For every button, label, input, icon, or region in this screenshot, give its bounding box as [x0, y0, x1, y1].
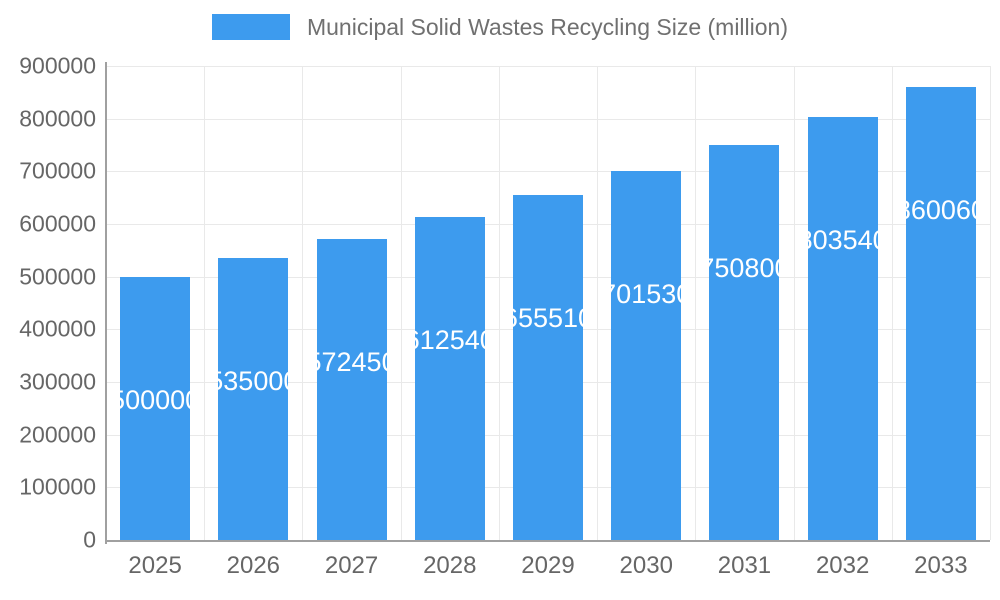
bar-slot: 750800 [695, 66, 793, 540]
bar-value-label-clip: 612540 [415, 325, 485, 355]
x-axis-tick-label: 2030 [619, 552, 673, 579]
bar[interactable]: 655510 [512, 194, 583, 540]
bar-slot: 701530 [597, 66, 695, 540]
bar-slot: 612540 [401, 66, 499, 540]
x-axis-tick-label: 2031 [717, 552, 772, 579]
bar-value-label: 750800 [709, 252, 779, 283]
bar-value-label-clip: 750800 [709, 253, 779, 283]
bar-value-label: 612540 [415, 325, 485, 356]
bar-value-label: 535000 [218, 366, 288, 397]
y-axis-tick-label: 400000 [19, 315, 96, 342]
y-axis-tick-label: 300000 [19, 368, 96, 395]
y-axis-tick-label: 900000 [19, 52, 96, 79]
x-axis-tick-label: 2033 [914, 552, 968, 579]
chart-legend: Municipal Solid Wastes Recycling Size (m… [0, 14, 1000, 40]
gridline-vertical [499, 66, 500, 540]
x-axis-line [105, 540, 990, 542]
bar-value-label-clip: 860060 [906, 195, 976, 225]
gridline-vertical [892, 66, 893, 540]
x-axis-tick-label: 2027 [324, 552, 379, 579]
bar[interactable]: 701530 [611, 170, 682, 540]
bar-series: 500000 535000 572450 612540 655510 701530 7508… [106, 66, 990, 540]
bar-value-label-clip: 803540 [808, 225, 878, 255]
legend-color-swatch [211, 14, 290, 40]
bar-slot: 860060 [892, 66, 990, 540]
bar-value-label: 701530 [611, 278, 681, 309]
bar[interactable]: 572450 [316, 238, 387, 540]
x-axis-tick-label: 2032 [815, 552, 870, 579]
gridline-vertical [597, 66, 598, 540]
gridline-horizontal [106, 66, 990, 67]
gridline-vertical [204, 66, 205, 540]
bar-value-label: 860060 [906, 195, 976, 226]
gridline-vertical [695, 66, 696, 540]
bar-value-label-clip: 655510 [513, 303, 583, 333]
x-axis-tick-label: 2029 [521, 552, 575, 579]
bar-value-label-clip: 500000 [120, 385, 190, 415]
bar-value-label-clip: 572450 [317, 347, 387, 377]
x-axis-tick-label: 2026 [226, 552, 281, 579]
legend-item[interactable]: Municipal Solid Wastes Recycling Size (m… [211, 14, 789, 40]
gridline-vertical [401, 66, 402, 540]
bar[interactable]: 612540 [414, 217, 485, 540]
y-axis-tick-label: 800000 [19, 105, 96, 132]
gridline-horizontal [106, 171, 990, 173]
bar[interactable]: 803540 [807, 116, 878, 540]
x-axis-tick-label: 2025 [128, 552, 182, 579]
gridline-vertical [990, 66, 991, 540]
y-axis-tick-label: 100000 [19, 473, 96, 500]
y-axis-ticks: 0 100000 200000 300000 400000 500000 600000 700… [0, 53, 96, 553]
bar-slot: 803540 [794, 66, 892, 540]
y-axis-tick-label: 0 [83, 526, 96, 553]
bar[interactable]: 500000 [120, 276, 191, 540]
bar[interactable]: 860060 [905, 87, 976, 540]
bar-slot: 500000 [106, 66, 204, 540]
gridline-vertical [302, 66, 303, 540]
y-axis-line [105, 62, 107, 544]
gridline-vertical [794, 66, 795, 540]
x-axis-ticks: 2025 2026 2027 2028 2029 2030 2031 2032 2033 [106, 552, 990, 592]
bar-value-label: 803540 [808, 224, 878, 255]
bar-value-label-clip: 535000 [218, 366, 288, 396]
bar-value-label: 500000 [120, 384, 190, 415]
y-axis-tick-label: 700000 [19, 157, 96, 184]
legend-label: Municipal Solid Wastes Recycling Size (m… [306, 14, 789, 40]
bar[interactable]: 535000 [218, 258, 289, 540]
bar-value-label: 655510 [513, 302, 583, 333]
x-axis-tick-label: 2028 [423, 552, 477, 579]
bar-slot: 655510 [499, 66, 597, 540]
y-axis-tick-label: 500000 [19, 263, 96, 290]
bar[interactable]: 750800 [709, 144, 780, 540]
y-axis-tick-label: 600000 [19, 210, 96, 237]
bar-value-label-clip: 701530 [611, 279, 681, 309]
y-axis-tick-label: 200000 [19, 421, 96, 448]
bar-slot: 572450 [302, 66, 400, 540]
bar-value-label: 572450 [317, 346, 387, 377]
gridline-horizontal [106, 118, 990, 120]
bar-slot: 535000 [204, 66, 302, 540]
